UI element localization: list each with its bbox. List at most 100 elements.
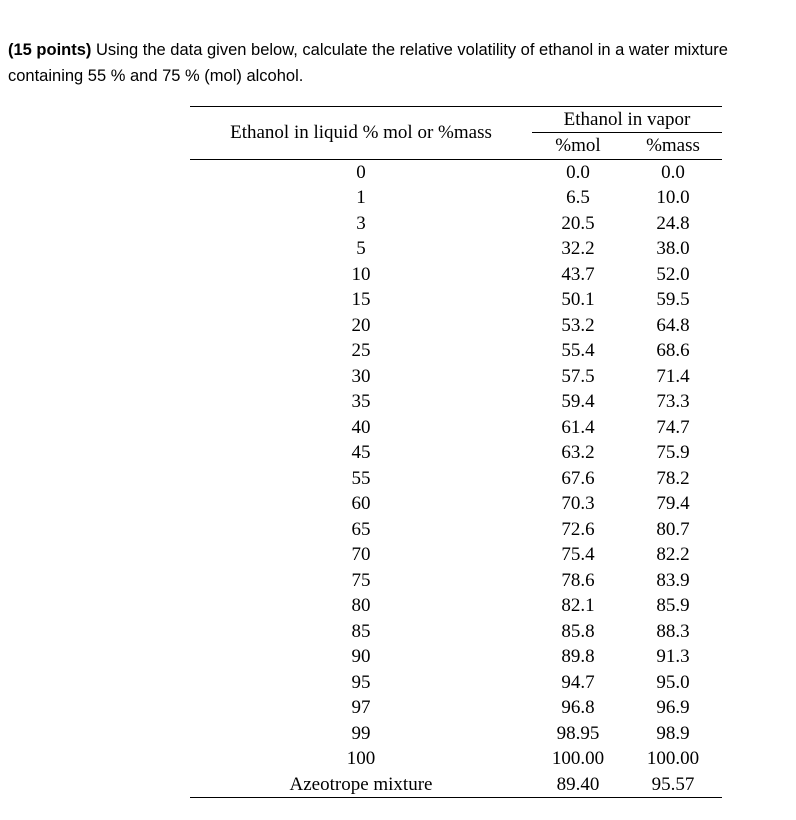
liquid-cell: 90 xyxy=(351,646,371,668)
vapor-mass-cell: 96.9 xyxy=(656,697,690,719)
vapor-mass-cell: 59.5 xyxy=(656,289,690,311)
liquid-cell: 80 xyxy=(351,595,371,617)
table-row: 65 72.6 80.7 xyxy=(190,517,722,543)
vapor-mass-cell: 73.3 xyxy=(656,391,690,413)
liquid-cell: 3 xyxy=(356,212,366,234)
liquid-cell: 30 xyxy=(351,365,371,387)
liquid-cell: 25 xyxy=(351,340,371,362)
vapor-mol-cell: 53.2 xyxy=(561,314,595,336)
vapor-mol-cell: 98.95 xyxy=(556,722,600,744)
liquid-cell: 75 xyxy=(351,569,371,591)
liquid-cell: 70 xyxy=(351,544,371,566)
table-row: 0 0.0 0.0 xyxy=(190,159,722,185)
liquid-cell: 85 xyxy=(351,620,371,642)
table-row: 3 20.5 24.8 xyxy=(190,211,722,237)
vapor-mol-cell: 59.4 xyxy=(561,391,595,413)
table-body: 0 0.0 0.0 1 6.5 10.0 3 20.5 24.8 5 32.2 38.0 10 43.7 5… xyxy=(190,159,722,799)
table-row: 45 63.2 75.9 xyxy=(190,440,722,466)
vapor-mass-cell: 71.4 xyxy=(656,365,690,387)
liquid-cell: 15 xyxy=(351,289,371,311)
table-row: 1 6.5 10.0 xyxy=(190,185,722,211)
liquid-cell: 0 xyxy=(356,161,366,183)
vapor-mol-cell: 82.1 xyxy=(561,595,595,617)
vapor-mol-cell: 6.5 xyxy=(566,187,590,209)
table-row: 85 85.8 88.3 xyxy=(190,619,722,645)
vapor-mass-cell: 95.57 xyxy=(624,771,722,799)
table-header-row-2: %mol %mass xyxy=(190,132,722,160)
vapor-mass-cell: 85.9 xyxy=(656,595,690,617)
vapor-mol-cell: 96.8 xyxy=(561,697,595,719)
table-row: 75 78.6 83.9 xyxy=(190,568,722,594)
table-row: 25 55.4 68.6 xyxy=(190,338,722,364)
vapor-mol-cell: 61.4 xyxy=(561,416,595,438)
table-row: 40 61.4 74.7 xyxy=(190,415,722,441)
vapor-mass-cell: 38.0 xyxy=(656,238,690,260)
vapor-mol-cell: 55.4 xyxy=(561,340,595,362)
vapor-mol-cell: 72.6 xyxy=(561,518,595,540)
vapor-mol-cell: 85.8 xyxy=(561,620,595,642)
table-row: 90 89.8 91.3 xyxy=(190,644,722,670)
vapor-mol-header: %mol xyxy=(532,132,624,160)
table-header: Ethanol in liquid % mol or %mass Ethanol… xyxy=(190,105,722,160)
vapor-mass-cell: 79.4 xyxy=(656,493,690,515)
vapor-mass-cell: 80.7 xyxy=(656,518,690,540)
table-row: 30 57.5 71.4 xyxy=(190,364,722,390)
vapor-mol-cell: 43.7 xyxy=(561,263,595,285)
vapor-mass-cell: 88.3 xyxy=(656,620,690,642)
vapor-mol-cell: 78.6 xyxy=(561,569,595,591)
vapor-mass-header: %mass xyxy=(624,132,722,160)
vapor-mol-cell: 89.8 xyxy=(561,646,595,668)
vapor-mass-cell: 75.9 xyxy=(656,442,690,464)
vapor-mol-cell: 70.3 xyxy=(561,493,595,515)
vapor-mol-cell: 20.5 xyxy=(561,212,595,234)
vapor-mol-cell: 63.2 xyxy=(561,442,595,464)
liquid-cell: 100 xyxy=(346,748,376,770)
vapor-mol-cell: 0.0 xyxy=(566,161,590,183)
table-row: 5 32.2 38.0 xyxy=(190,236,722,262)
problem-text: Using the data given below, calculate th… xyxy=(8,40,728,85)
vapor-mass-cell: 74.7 xyxy=(656,416,690,438)
vapor-group-header: Ethanol in vapor xyxy=(532,105,722,134)
liquid-cell: 35 xyxy=(351,391,371,413)
liquid-cell: 40 xyxy=(351,416,371,438)
table-row: 15 50.1 59.5 xyxy=(190,287,722,313)
table-row: 20 53.2 64.8 xyxy=(190,313,722,339)
vapor-mol-cell: 100.00 xyxy=(551,748,605,770)
vapor-mass-cell: 10.0 xyxy=(656,187,690,209)
liquid-cell: 20 xyxy=(351,314,371,336)
liquid-cell: 45 xyxy=(351,442,371,464)
liquid-cell: 95 xyxy=(351,671,371,693)
vapor-mass-cell: 64.8 xyxy=(656,314,690,336)
vapor-mol-cell: 32.2 xyxy=(561,238,595,260)
liquid-cell: Azeotrope mixture xyxy=(190,771,532,799)
table-row: 35 59.4 73.3 xyxy=(190,389,722,415)
vapor-mass-cell: 0.0 xyxy=(661,161,685,183)
vapor-mol-cell: 89.40 xyxy=(532,771,624,799)
vapor-mass-cell: 95.0 xyxy=(656,671,690,693)
vapor-mass-cell: 24.8 xyxy=(656,212,690,234)
table-row: 60 70.3 79.4 xyxy=(190,491,722,517)
liquid-cell: 65 xyxy=(351,518,371,540)
table-row: Azeotrope mixture 89.40 95.57 xyxy=(190,771,722,799)
liquid-column-header: Ethanol in liquid % mol or %mass xyxy=(190,105,532,160)
liquid-cell: 99 xyxy=(351,722,371,744)
table-row: 100 100.00 100.00 xyxy=(190,746,722,772)
table-row: 70 75.4 82.2 xyxy=(190,542,722,568)
liquid-cell: 5 xyxy=(356,238,366,260)
liquid-cell: 55 xyxy=(351,467,371,489)
vapor-mol-cell: 94.7 xyxy=(561,671,595,693)
table-row: 55 67.6 78.2 xyxy=(190,466,722,492)
table-header-row-1: Ethanol in liquid % mol or %mass Ethanol… xyxy=(190,105,722,160)
vapor-mol-cell: 67.6 xyxy=(561,467,595,489)
points-label: (15 points) xyxy=(8,40,92,59)
liquid-cell: 10 xyxy=(351,263,371,285)
liquid-cell: 1 xyxy=(356,187,366,209)
table-row: 99 98.95 98.9 xyxy=(190,721,722,747)
table-row: 80 82.1 85.9 xyxy=(190,593,722,619)
table-row: 95 94.7 95.0 xyxy=(190,670,722,696)
vapor-mass-cell: 91.3 xyxy=(656,646,690,668)
liquid-cell: 60 xyxy=(351,493,371,515)
vapor-mass-cell: 82.2 xyxy=(656,544,690,566)
problem-statement: (15 points) Using the data given below, … xyxy=(8,37,786,90)
table-row: 10 43.7 52.0 xyxy=(190,262,722,288)
